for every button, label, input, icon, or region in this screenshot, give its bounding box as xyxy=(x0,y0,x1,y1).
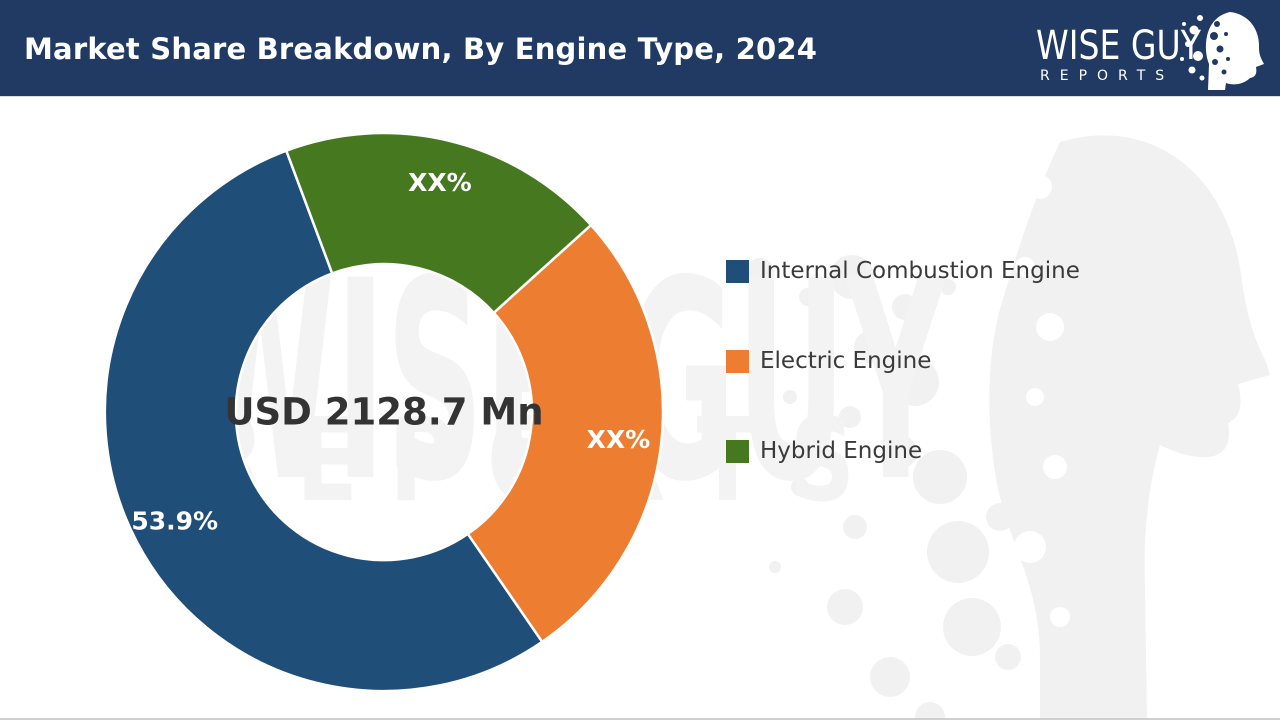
slice-label: XX% xyxy=(408,168,472,197)
chart-legend: Internal Combustion Engine Electric Engin… xyxy=(726,254,1080,468)
logo-text-line1: WISE GUY xyxy=(1036,23,1201,69)
header-bar: Market Share Breakdown, By Engine Type, … xyxy=(0,0,1280,97)
legend-swatch xyxy=(726,349,749,373)
page-title: Market Share Breakdown, By Engine Type, … xyxy=(24,31,818,66)
donut-slice-1 xyxy=(103,149,544,693)
footer-divider xyxy=(0,718,1280,720)
legend-label: Hybrid Engine xyxy=(760,438,923,464)
donut-chart: 53.9% XX% XX% USD 2128.7 Mn xyxy=(103,131,665,693)
legend-label: Electric Engine xyxy=(760,348,932,374)
logo-head-icon xyxy=(1180,12,1264,90)
legend-swatch xyxy=(726,259,749,283)
legend-label: Internal Combustion Engine xyxy=(760,258,1080,284)
logo-text-line2: REPORTS xyxy=(1040,68,1174,84)
legend-item: Electric Engine xyxy=(726,344,1080,378)
donut-slice-3 xyxy=(284,131,593,315)
legend-swatch xyxy=(726,439,749,463)
slice-label: 53.9% xyxy=(131,507,218,536)
legend-item: Hybrid Engine xyxy=(726,434,1080,468)
chart-center-value: USD 2128.7 Mn xyxy=(224,391,543,434)
legend-item: Internal Combustion Engine xyxy=(726,254,1080,288)
wise-guy-logo: WISE GUY REPORTS xyxy=(1036,12,1264,90)
donut-slice-2 xyxy=(466,223,665,644)
slice-label: XX% xyxy=(587,425,651,454)
